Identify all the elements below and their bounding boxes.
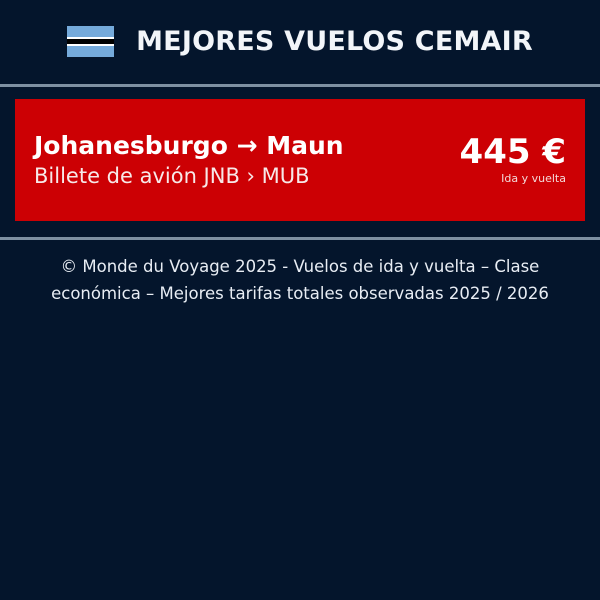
flight-deal-card[interactable]: Johanesburgo → Maun Billete de avión JNB… — [15, 99, 585, 221]
footer-divider — [0, 237, 600, 240]
deal-route: Johanesburgo → Maun — [34, 131, 344, 161]
footer-line-2: económica – Mejores tarifas totales obse… — [51, 283, 549, 303]
deal-details: Johanesburgo → Maun Billete de avión JNB… — [34, 132, 344, 188]
header-divider — [0, 84, 600, 87]
deal-card-zone: Johanesburgo → Maun Billete de avión JNB… — [0, 87, 600, 221]
botswana-flag-icon — [67, 25, 115, 57]
page-footer: © Monde du Voyage 2025 - Vuelos de ida y… — [0, 240, 600, 307]
footer-line-1: © Monde du Voyage 2025 - Vuelos de ida y… — [60, 257, 540, 276]
deal-ticket-line: Billete de avión JNB › MUB — [34, 163, 310, 188]
footer-spacer — [0, 221, 600, 237]
deal-price: 445 € — [459, 131, 566, 172]
page-header: MEJORES VUELOS CEMAIR — [0, 0, 600, 84]
deal-price-block: 445 € Ida y vuelta — [459, 131, 566, 186]
deal-price-note: Ida y vuelta — [501, 172, 566, 186]
flag-black-stripe — [67, 38, 115, 44]
page-title: MEJORES VUELOS CEMAIR — [136, 25, 533, 57]
